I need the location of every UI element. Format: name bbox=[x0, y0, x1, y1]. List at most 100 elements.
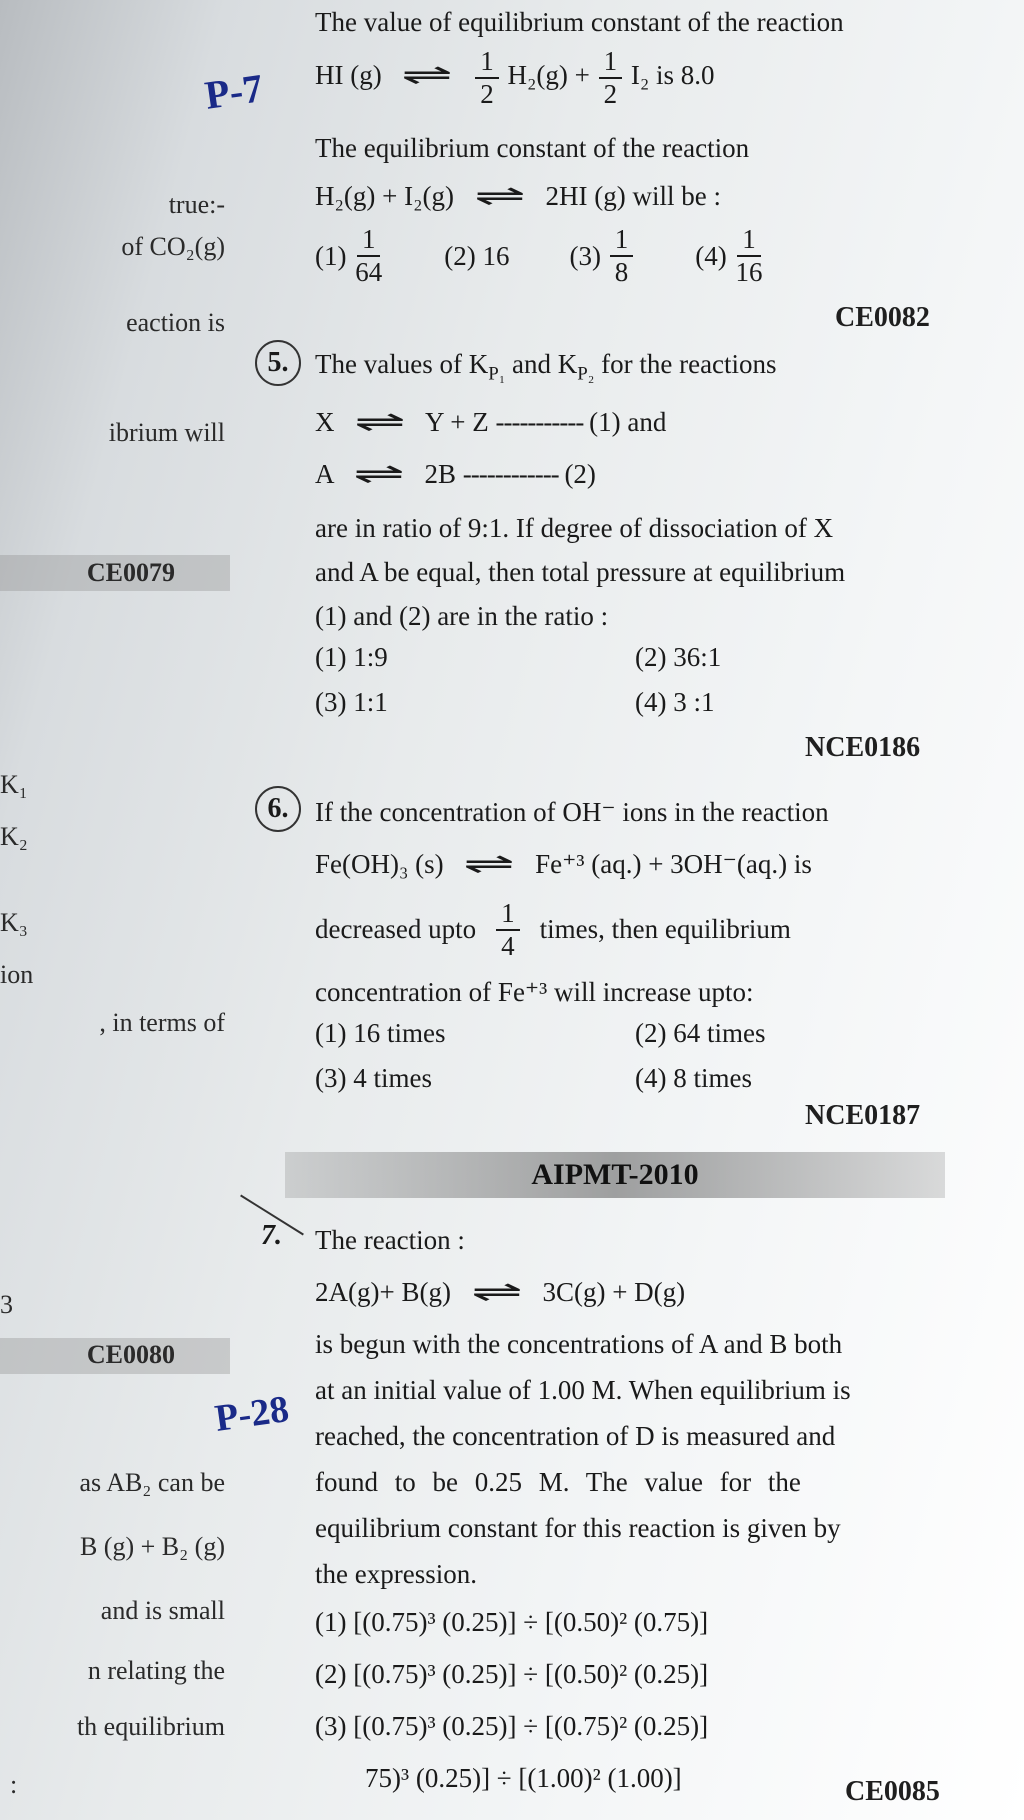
left-k1: K₁ bbox=[0, 770, 28, 800]
q5-options: (1) 1:9 (2) 36:1 (3) 1:1 (4) 3 :1 bbox=[315, 642, 955, 732]
q4-eq1c: I₂ is 8.0 bbox=[631, 60, 715, 90]
left-small: and is small bbox=[101, 1596, 225, 1626]
q5-line2: are in ratio of 9:1. If degree of dissoc… bbox=[315, 508, 833, 550]
q5-l1c: for the reactions bbox=[601, 349, 776, 379]
q4-eq1b: H₂(g) + bbox=[507, 60, 589, 90]
q5-eqa-l: A bbox=[315, 459, 333, 489]
q7-line6: equilibrium constant for this reaction i… bbox=[315, 1508, 841, 1550]
q5-l1b: and K bbox=[512, 349, 577, 379]
q5-eqa: A 2B ------------ (2) bbox=[315, 454, 596, 496]
q7-eq1b: 3C(g) + D(g) bbox=[542, 1277, 685, 1307]
q4-eq2: H₂(g) + I₂(g) 2HI (g) will be : bbox=[315, 176, 721, 218]
q4-opt2: (2) 16 bbox=[444, 241, 509, 272]
q6-opt2: (2) 64 times bbox=[635, 1018, 955, 1049]
q7-line2: is begun with the concentrations of A an… bbox=[315, 1324, 842, 1366]
q6-options: (1) 16 times (2) 64 times (3) 4 times (4… bbox=[315, 1018, 955, 1108]
q4-eq1: HI (g) 12 H₂(g) + 12 I₂ is 8.0 bbox=[315, 48, 715, 108]
q5-code: NCE0186 bbox=[805, 732, 920, 764]
left-ce0079: CE0079 bbox=[87, 558, 175, 588]
q6-line3: concentration of Fe⁺³ will increase upto… bbox=[315, 972, 753, 1014]
left-three: 3 bbox=[0, 1290, 13, 1320]
left-ion: ion bbox=[0, 960, 33, 990]
left-eaction: eaction is bbox=[126, 308, 225, 338]
q5-eqx-r: Y + Z bbox=[425, 407, 489, 437]
left-colon: : bbox=[10, 1770, 17, 1800]
left-ibrium: ibrium will bbox=[109, 418, 225, 448]
q6-opt4: (4) 8 times bbox=[635, 1063, 955, 1094]
q7-line3: at an initial value of 1.00 M. When equi… bbox=[315, 1370, 851, 1412]
q7-number: 7. bbox=[261, 1220, 282, 1252]
left-ce0080: CE0080 bbox=[87, 1340, 175, 1370]
frac-half-2: 12 bbox=[599, 48, 623, 108]
q4-opt3: (3) 18 bbox=[569, 226, 635, 286]
aipmt-banner: AIPMT-2010 bbox=[285, 1152, 945, 1198]
q5-opt1: (1) 1:9 bbox=[315, 642, 635, 673]
q6-l2a: decreased upto bbox=[315, 909, 476, 951]
handwritten-p7: P-7 bbox=[202, 64, 266, 119]
q5-line3: and A be equal, then total pressure at e… bbox=[315, 552, 845, 594]
q4-eq2a: H₂(g) + I₂(g) bbox=[315, 181, 454, 211]
handwritten-p28: P-28 bbox=[212, 1387, 291, 1441]
q6-line1: If the concentration of OH⁻ ions in the … bbox=[315, 792, 829, 834]
left-k2: K₂ bbox=[0, 822, 28, 852]
q6-number: 6. bbox=[255, 786, 301, 832]
q6-opt1: (1) 16 times bbox=[315, 1018, 635, 1049]
q5-eqx-num: (1) and bbox=[589, 407, 666, 437]
equilibrium-arrow-icon bbox=[392, 68, 462, 88]
q4-options: (1) 164 (2) 16 (3) 18 (4) 116 bbox=[315, 226, 1015, 286]
equilibrium-arrow-icon bbox=[345, 415, 415, 435]
q6-opt3: (3) 4 times bbox=[315, 1063, 635, 1094]
q7-line1: The reaction : bbox=[315, 1220, 465, 1262]
equilibrium-arrow-icon bbox=[462, 1285, 532, 1305]
left-column: true:- of CO₂(g) eaction is ibrium will … bbox=[0, 0, 235, 1820]
left-relating: n relating the bbox=[88, 1656, 225, 1686]
q7-opt3: (3) [(0.75)³ (0.25)] ÷ [(0.75)² (0.25)] bbox=[315, 1706, 708, 1748]
left-thequil: th equilibrium bbox=[77, 1712, 225, 1742]
frac-1-64: 164 bbox=[355, 226, 382, 286]
q4-line1: The value of equilibrium constant of the… bbox=[315, 2, 844, 44]
q4-opt4: (4) 116 bbox=[695, 226, 764, 286]
q7-line5: found to be 0.25 M. The value for the bbox=[315, 1462, 801, 1504]
q5-eqa-num: (2) bbox=[564, 459, 595, 489]
q6-code: NCE0187 bbox=[805, 1100, 920, 1132]
frac-1-4: 14 bbox=[496, 900, 520, 960]
frac-half-1: 12 bbox=[475, 48, 499, 108]
q4-line2: The equilibrium constant of the reaction bbox=[315, 128, 749, 170]
left-k3: K₃ bbox=[0, 908, 28, 938]
q7-opt4: 75)³ (0.25)] ÷ [(1.00)² (1.00)] bbox=[365, 1758, 682, 1800]
q5-line1: The values of KP₁ and KP₂ for the reacti… bbox=[315, 344, 777, 389]
q6-l2b: times, then equilibrium bbox=[540, 909, 791, 951]
q6-line2: decreased upto 14 times, then equilibriu… bbox=[315, 900, 791, 960]
left-true: true:- bbox=[169, 190, 225, 220]
q6-eq1: Fe(OH)₃ (s) Fe⁺³ (aq.) + 3OH⁻(aq.) is bbox=[315, 844, 812, 886]
q5-eqx: X Y + Z ----------- (1) and bbox=[315, 402, 666, 444]
q5-eqx-l: X bbox=[315, 407, 335, 437]
q4-opt1-label: (1) bbox=[315, 241, 346, 272]
equilibrium-arrow-icon bbox=[465, 189, 535, 209]
q7-line7: the expression. bbox=[315, 1554, 477, 1596]
q7-eq1a: 2A(g)+ B(g) bbox=[315, 1277, 451, 1307]
q5-l1a: The values of K bbox=[315, 349, 488, 379]
q5-line4: (1) and (2) are in the ratio : bbox=[315, 596, 608, 638]
q4-code: CE0082 bbox=[835, 302, 930, 334]
q4-eq2b: 2HI (g) will be : bbox=[546, 181, 721, 211]
left-interms: , in terms of bbox=[99, 1008, 225, 1038]
q7-eq1: 2A(g)+ B(g) 3C(g) + D(g) bbox=[315, 1272, 685, 1314]
main-content: P-7 The value of equilibrium constant of… bbox=[245, 0, 1004, 1820]
equilibrium-arrow-icon bbox=[454, 857, 524, 877]
left-ab2: as AB₂ can be bbox=[79, 1468, 225, 1498]
frac-1-8: 18 bbox=[610, 226, 634, 286]
q5-number: 5. bbox=[255, 340, 301, 386]
q7-opt2: (2) [(0.75)³ (0.25)] ÷ [(0.50)² (0.25)] bbox=[315, 1654, 708, 1696]
q7-opt1: (1) [(0.75)³ (0.25)] ÷ [(0.50)² (0.75)] bbox=[315, 1602, 708, 1644]
q5-opt3: (3) 1:1 bbox=[315, 687, 635, 718]
q4-opt1: (1) 164 bbox=[315, 226, 384, 286]
q5-opt4: (4) 3 :1 bbox=[635, 687, 955, 718]
q5-opt2: (2) 36:1 bbox=[635, 642, 955, 673]
q6-eq1a: Fe(OH)₃ (s) bbox=[315, 849, 444, 879]
q4-eq1a: HI (g) bbox=[315, 60, 382, 90]
q6-eq1b: Fe⁺³ (aq.) + 3OH⁻(aq.) is bbox=[535, 849, 812, 879]
frac-1-16: 116 bbox=[735, 226, 762, 286]
q4-opt3-label: (3) bbox=[569, 241, 600, 272]
q7-line4: reached, the concentration of D is measu… bbox=[315, 1416, 835, 1458]
